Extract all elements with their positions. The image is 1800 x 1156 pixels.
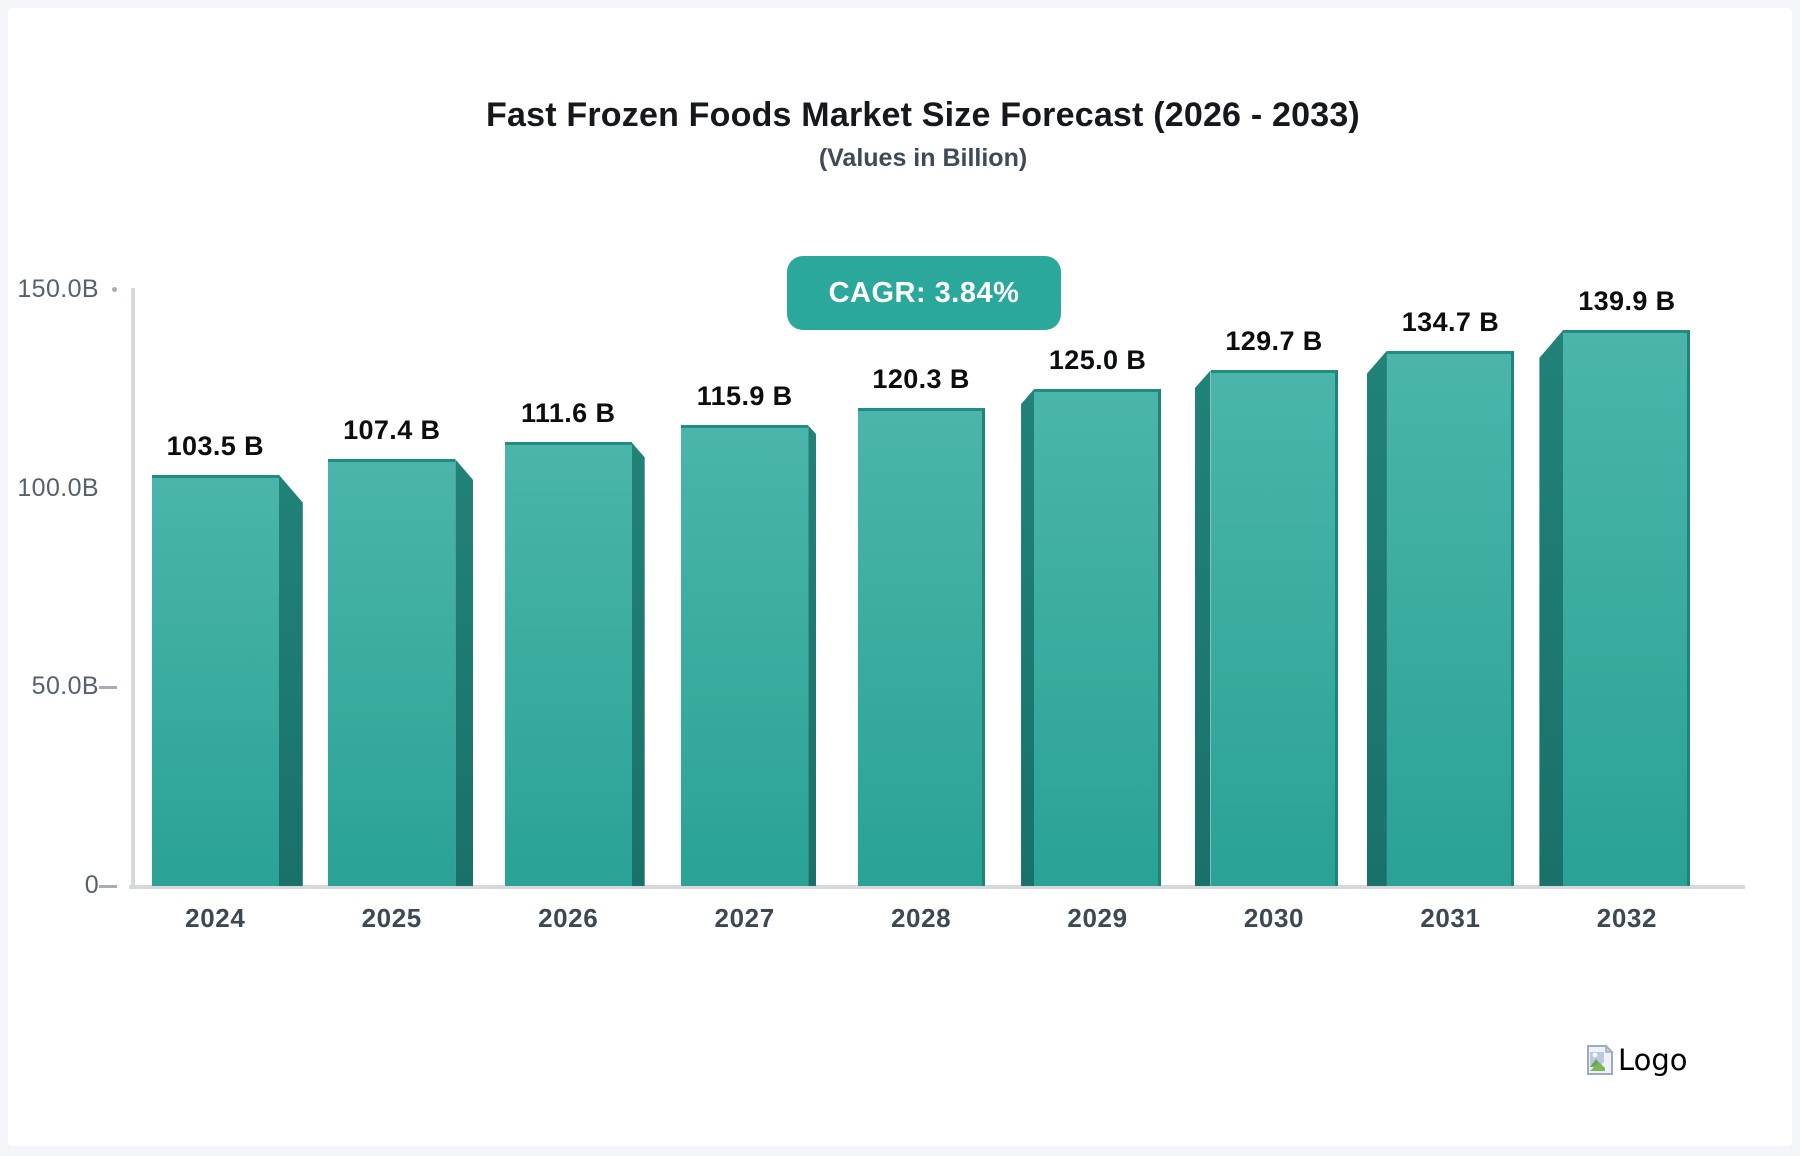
bar-side-left xyxy=(1021,389,1035,886)
bar xyxy=(857,407,985,886)
bar xyxy=(1563,329,1691,886)
y-axis-line xyxy=(131,288,135,889)
logo-alt-text: Logo xyxy=(1618,1043,1688,1077)
bar xyxy=(328,459,456,886)
bar-value-label: 107.4 B xyxy=(343,415,441,446)
cagr-badge-label: CAGR: 3.84% xyxy=(828,276,1020,309)
bar-value-label: 125.0 B xyxy=(1048,345,1147,376)
y-axis-label: 100.0B xyxy=(17,473,99,502)
x-axis-label: 2030 xyxy=(1243,903,1305,933)
bar-value-label: 111.6 B xyxy=(520,398,616,429)
chart-subtitle: (Values in Billion) xyxy=(818,144,1028,172)
bar-value-label: 129.7 B xyxy=(1225,326,1323,357)
chart-header: Fast Frozen Foods Market Size Forecast (… xyxy=(104,94,1742,174)
bar-value-label: 103.5 B xyxy=(166,430,264,461)
x-axis-label: 2028 xyxy=(890,903,952,933)
bar-side-right xyxy=(455,459,474,886)
bar xyxy=(1210,370,1338,886)
y-axis-label: 150.0B xyxy=(17,274,99,303)
bar-value-label: 139.9 B xyxy=(1578,285,1676,316)
logo: Logo xyxy=(1583,1040,1688,1080)
cagr-badge: CAGR: 3.84% xyxy=(787,256,1061,330)
bar-value-label: 115.9 B xyxy=(696,381,793,412)
chart-title: Fast Frozen Foods Market Size Forecast (… xyxy=(486,96,1360,134)
bar-value-label: 134.7 B xyxy=(1401,306,1500,337)
x-axis-line xyxy=(129,885,1745,889)
x-axis-label: 2024 xyxy=(185,903,246,933)
bar xyxy=(504,442,632,886)
bar-value-label: 120.3 B xyxy=(872,363,970,394)
x-axis-label: 2029 xyxy=(1067,903,1128,933)
y-axis-label: 0 xyxy=(84,871,99,899)
y-axis-tick xyxy=(112,287,117,293)
bar-side-right xyxy=(808,425,817,886)
x-axis-label: 2031 xyxy=(1420,903,1481,933)
bar xyxy=(1034,389,1162,886)
x-axis-label: 2025 xyxy=(361,903,422,933)
y-axis-tick xyxy=(99,884,117,888)
bar-side-right xyxy=(278,474,303,886)
broken-image-icon xyxy=(1587,1044,1614,1075)
bar xyxy=(681,425,809,886)
x-axis-label: 2027 xyxy=(714,903,775,933)
y-axis-label: 50.0B xyxy=(31,672,99,701)
bar xyxy=(151,474,279,886)
x-axis-label: 2032 xyxy=(1596,903,1658,933)
bar-side-left xyxy=(1366,350,1387,886)
bar xyxy=(1386,350,1514,886)
bar-side-right xyxy=(631,442,645,886)
bar-side-left xyxy=(1194,370,1211,886)
x-axis-label: 2026 xyxy=(538,903,599,933)
bar-side-left xyxy=(1539,329,1564,886)
y-axis-tick xyxy=(99,685,117,689)
